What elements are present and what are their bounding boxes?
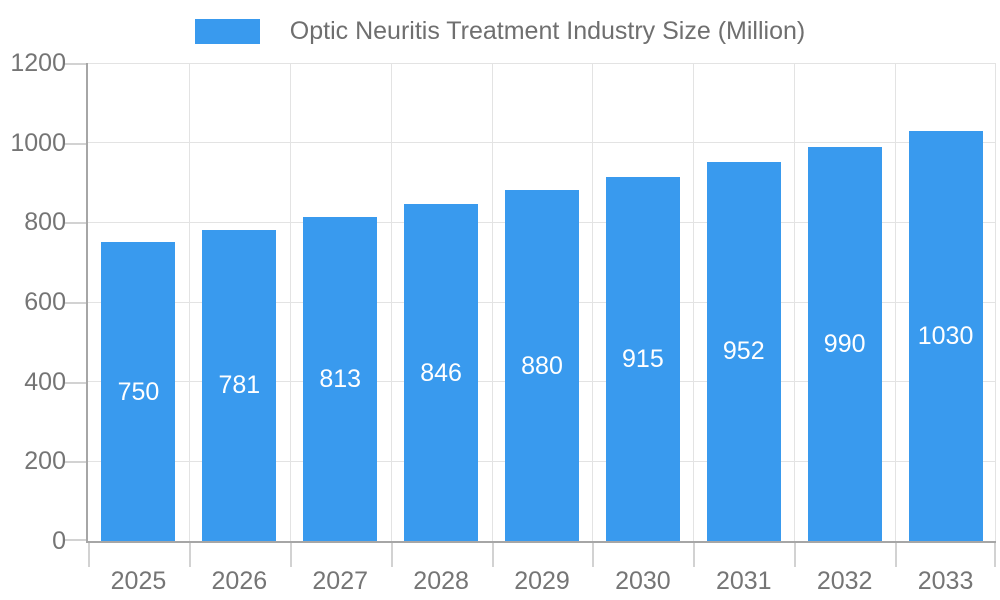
x-axis-labels: 2025 2026 2027 2028 2029 2030 2031 2032 2033: [88, 567, 996, 597]
x-axis-tick: [189, 543, 191, 567]
y-axis-tick: [64, 539, 86, 541]
y-axis-tick: [64, 222, 86, 225]
x-axis-tick-label: 2029: [514, 567, 570, 595]
y-axis-tick: [64, 381, 86, 384]
bar-value-label: 813: [319, 365, 362, 394]
bar-value-label: 846: [420, 358, 462, 387]
gridline-vertical: [794, 63, 795, 541]
x-axis-tick-label: 2027: [312, 567, 369, 595]
x-axis-tick-label: 2033: [917, 567, 974, 595]
plot-area: 750 781 813 846 880 915 952 990 1030: [64, 62, 996, 567]
y-axis-tick-label: 1200: [10, 49, 66, 77]
gridline-vertical: [693, 63, 694, 541]
y-axis-tick-label: 0: [52, 527, 66, 555]
y-axis-tick: [64, 461, 86, 464]
gridline-vertical: [995, 63, 996, 541]
x-axis-tick: [794, 543, 796, 567]
x-axis-line: [86, 541, 996, 543]
gridline-vertical: [492, 63, 493, 541]
x-axis-tick-label: 2025: [110, 567, 167, 595]
y-axis-tick: [64, 142, 86, 145]
y-axis-tick-label: 800: [24, 208, 66, 237]
legend[interactable]: Optic Neuritis Treatment Industry Size (…: [0, 17, 1000, 45]
x-axis-tick: [290, 543, 292, 567]
bar: 846: [404, 204, 479, 541]
x-axis-tick-label: 2028: [413, 567, 469, 595]
x-axis-tick: [895, 543, 897, 567]
y-axis-labels: 0 200 400 600 800 1000 1200: [0, 50, 66, 554]
legend-swatch-icon: [194, 18, 260, 44]
gridline-vertical: [895, 63, 896, 541]
bar: 781: [202, 229, 277, 541]
legend-label: Optic Neuritis Treatment Industry Size (…: [289, 17, 806, 45]
bar-value-label: 990: [823, 329, 866, 358]
y-axis-tick-label: 600: [24, 288, 66, 316]
x-axis-tick-label: 2030: [615, 567, 671, 595]
y-axis-tick-label: 400: [24, 367, 66, 396]
bar: 952: [706, 161, 781, 541]
x-axis-tick: [391, 543, 393, 567]
x-axis-tick-label: 2026: [211, 567, 268, 595]
gridline-horizontal: [88, 62, 996, 64]
x-axis-tick: [88, 543, 90, 567]
gridline-vertical: [592, 63, 593, 541]
y-axis-tick-label: 1000: [10, 128, 66, 157]
y-axis-tick-label: 200: [24, 447, 66, 476]
x-axis-tick-label: 2031: [715, 567, 772, 595]
gridline-vertical: [189, 63, 190, 541]
bar-value-label: 915: [622, 344, 664, 373]
bar: 1030: [908, 130, 983, 541]
bar-value-label: 781: [218, 371, 261, 400]
gridline-vertical: [391, 63, 392, 541]
bar: 750: [101, 242, 176, 541]
bar-value-label: 1030: [917, 321, 974, 350]
bar-value-label: 880: [521, 351, 563, 380]
y-axis-line: [86, 63, 88, 541]
bar-value-label: 952: [722, 337, 765, 366]
gridline-vertical: [290, 63, 291, 541]
bar: 880: [505, 190, 579, 541]
bar: 813: [303, 217, 378, 541]
gridline-horizontal: [88, 142, 996, 144]
x-axis-tick: [492, 543, 494, 567]
y-axis-tick: [64, 63, 86, 65]
x-axis-tick: [693, 543, 695, 567]
x-axis-tick: [994, 543, 996, 567]
bar: 915: [605, 176, 680, 541]
x-axis-tick: [592, 543, 594, 567]
bar: 990: [807, 146, 882, 541]
bar-value-label: 750: [117, 377, 160, 406]
x-axis-tick-label: 2032: [816, 567, 873, 595]
y-axis-tick: [64, 302, 86, 304]
